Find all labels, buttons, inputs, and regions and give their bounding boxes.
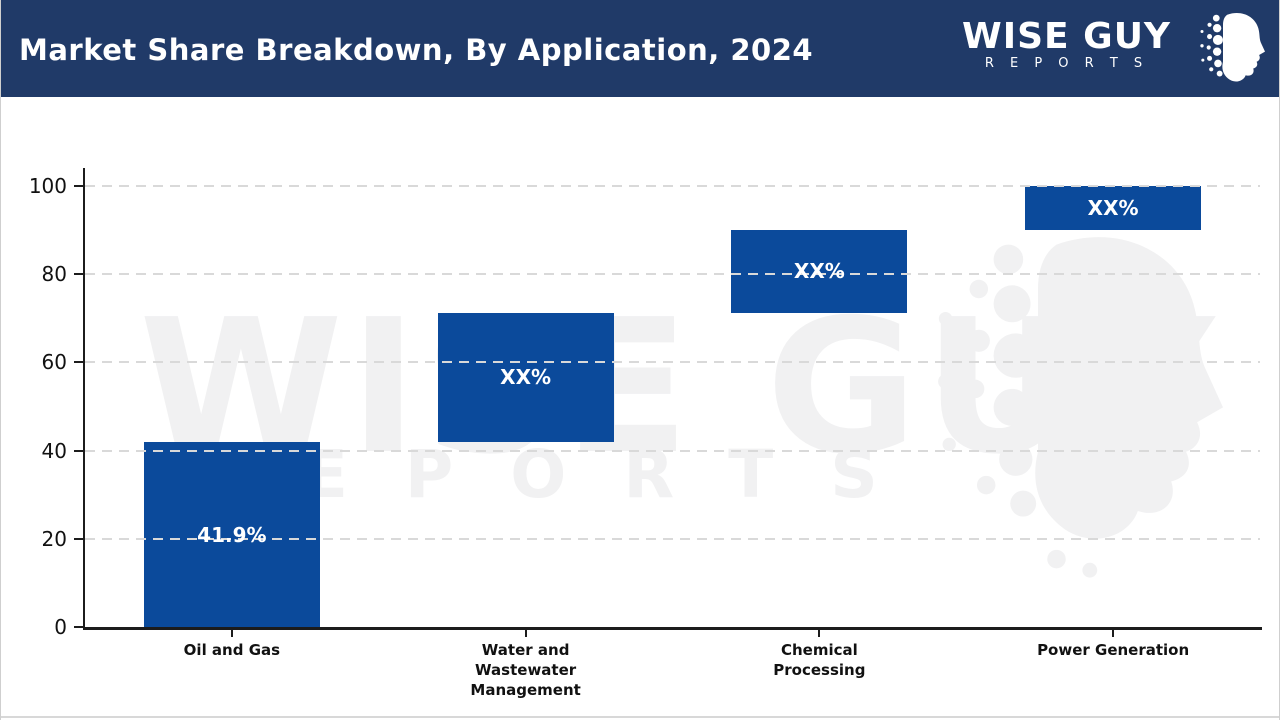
gridline-20 <box>85 537 1260 540</box>
y-axis-tick <box>74 626 83 628</box>
gridline-100 <box>85 185 1260 187</box>
watermark-head-icon <box>938 237 1223 578</box>
x-axis-category-label: Chemical Processing <box>773 641 866 679</box>
x-axis-category-label: Oil and Gas <box>183 641 281 659</box>
gridline-60 <box>85 361 1260 364</box>
x-axis-tick <box>818 629 821 637</box>
dotted-head-icon <box>1200 13 1265 82</box>
gridline-80 <box>85 273 1260 276</box>
x-axis-category-label: Water and Wastewater Management <box>470 641 581 699</box>
bar-value-label: 41.9% <box>197 522 267 547</box>
logo-name-text: WISE GUY <box>961 16 1171 57</box>
y-axis-tick-label: 20 <box>41 526 67 551</box>
bottom-divider <box>1 716 1279 718</box>
y-axis-tick-label: 60 <box>41 350 67 375</box>
y-axis-tick <box>74 185 83 187</box>
x-axis-category-label: Power Generation <box>1037 641 1190 659</box>
waterfall-bar-3 <box>731 230 908 313</box>
y-axis-line <box>83 168 85 630</box>
y-axis-tick-label: 80 <box>41 262 67 287</box>
gridline-40 <box>85 449 1260 452</box>
y-axis-tick <box>74 361 83 364</box>
y-axis-tick <box>74 449 83 452</box>
logo-wordmark: WISE GUY R E P O R T S <box>962 18 1171 72</box>
logo-sub-text: R E P O R T S <box>984 56 1149 71</box>
y-axis-tick-label: 0 <box>54 615 67 639</box>
waterfall-bar-1 <box>143 442 320 627</box>
page-title: Market Share Breakdown, By Application, … <box>19 33 814 67</box>
x-axis-tick <box>1112 629 1115 637</box>
waterfall-bar-2 <box>437 312 614 443</box>
x-axis-tick <box>524 629 527 637</box>
wise-guy-reports-logo: WISE GUY R E P O R T S <box>962 6 1267 92</box>
y-axis-tick <box>74 273 83 276</box>
header-banner: Market Share Breakdown, By Application, … <box>1 0 1279 97</box>
x-axis-tick <box>230 629 233 637</box>
x-axis-line <box>83 627 1262 630</box>
y-axis-tick-label: 40 <box>41 438 67 463</box>
bar-value-label: XX% <box>793 259 845 284</box>
bar-value-label: XX% <box>500 365 552 390</box>
waterfall-bar-4 <box>1025 186 1202 231</box>
y-axis-tick-label: 100 <box>28 174 67 198</box>
bar-value-label: XX% <box>1087 196 1139 221</box>
y-axis-tick <box>74 537 83 540</box>
